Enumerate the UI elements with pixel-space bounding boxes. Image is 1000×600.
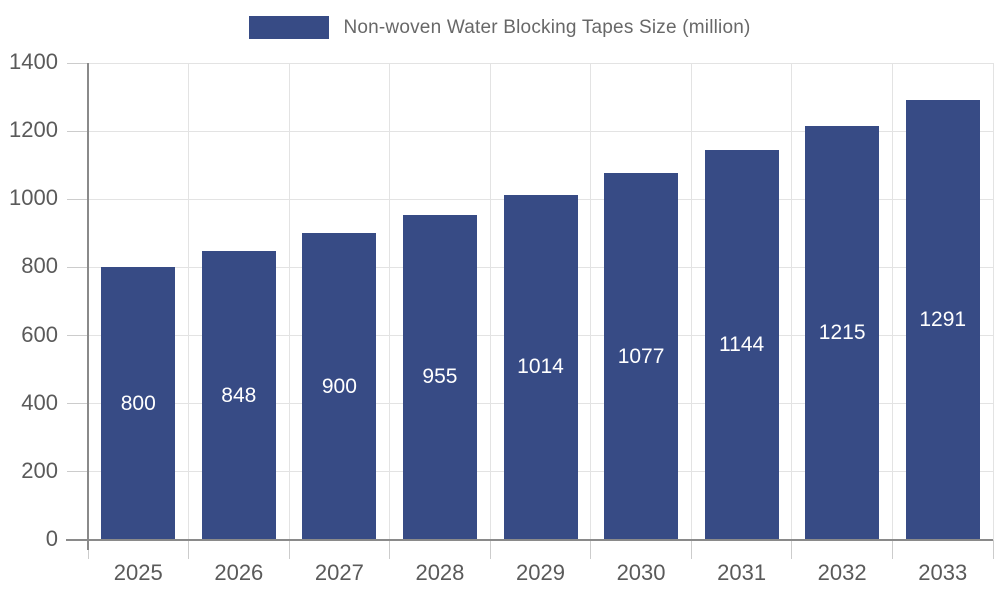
y-tick-label: 600 xyxy=(21,321,58,347)
h-gridline xyxy=(88,130,993,132)
plot-area: 0 200 400 600 800 1000 1200 1400 800 2025 848 2026 9… xyxy=(9,51,994,584)
legend-swatch xyxy=(249,16,330,39)
y-tick xyxy=(67,471,88,473)
h-gridline xyxy=(88,62,993,64)
y-tick xyxy=(67,62,88,64)
v-gridline xyxy=(288,63,290,540)
bar-value-label: 955 xyxy=(422,365,458,389)
y-tick xyxy=(67,335,88,337)
y-tick-label: 1400 xyxy=(9,49,58,75)
v-gridline xyxy=(188,63,190,540)
bar-2026 xyxy=(201,251,276,540)
bar-2033 xyxy=(905,100,980,540)
y-tick xyxy=(67,198,88,200)
x-tick xyxy=(891,540,893,559)
bar-value-label: 848 xyxy=(221,383,257,407)
bar-value-label: 900 xyxy=(321,374,357,398)
x-tick-label: 2027 xyxy=(314,560,364,585)
y-tick-label: 0 xyxy=(45,526,58,552)
y-tick xyxy=(67,403,88,405)
bar-2028 xyxy=(402,214,477,540)
x-tick xyxy=(389,540,391,559)
x-tick xyxy=(489,540,491,559)
bar-2027 xyxy=(302,233,377,540)
x-tick-label: 2030 xyxy=(616,560,666,585)
bar-2025 xyxy=(101,267,176,540)
y-tick-label: 200 xyxy=(21,457,58,483)
x-tick-label: 2025 xyxy=(113,560,163,585)
x-tick-label: 2026 xyxy=(214,560,264,585)
v-gridline xyxy=(891,63,893,540)
x-tick-label: 2028 xyxy=(415,560,465,585)
bar-2031 xyxy=(704,150,779,540)
x-axis-line xyxy=(66,539,993,541)
y-tick xyxy=(67,266,88,268)
v-gridline xyxy=(992,63,994,540)
x-tick-label: 2029 xyxy=(516,560,565,585)
x-tick-label: 2033 xyxy=(918,560,968,585)
y-tick-label: 800 xyxy=(21,253,58,279)
y-tick-label: 400 xyxy=(21,389,58,415)
y-tick-label: 1200 xyxy=(9,117,58,143)
v-gridline xyxy=(791,63,793,540)
v-gridline xyxy=(690,63,692,540)
y-axis-line xyxy=(87,63,89,550)
bar-value-label: 800 xyxy=(120,391,156,415)
bar-value-label: 1215 xyxy=(818,321,866,345)
x-tick xyxy=(791,540,793,559)
legend-label: Non-woven Water Blocking Tapes Size (mil… xyxy=(343,16,751,38)
bar-value-label: 1291 xyxy=(919,308,967,332)
x-tick xyxy=(288,540,290,559)
x-tick-label: 2032 xyxy=(817,560,867,585)
y-tick xyxy=(67,130,88,132)
legend: Non-woven Water Blocking Tapes Size (mil… xyxy=(0,16,1000,39)
bar-2030 xyxy=(604,173,679,540)
y-tick-label: 1000 xyxy=(9,185,58,211)
bar-value-label: 1077 xyxy=(617,344,665,368)
x-tick-label: 2031 xyxy=(717,560,767,585)
bar-2032 xyxy=(805,126,880,540)
x-tick xyxy=(690,540,692,559)
x-tick xyxy=(992,540,994,559)
x-tick xyxy=(590,540,592,559)
bar-value-label: 1014 xyxy=(517,355,564,379)
bar-2029 xyxy=(503,194,578,540)
x-tick xyxy=(188,540,190,559)
v-gridline xyxy=(590,63,592,540)
v-gridline xyxy=(489,63,491,540)
v-gridline xyxy=(389,63,391,540)
bar-value-label: 1144 xyxy=(719,333,765,357)
